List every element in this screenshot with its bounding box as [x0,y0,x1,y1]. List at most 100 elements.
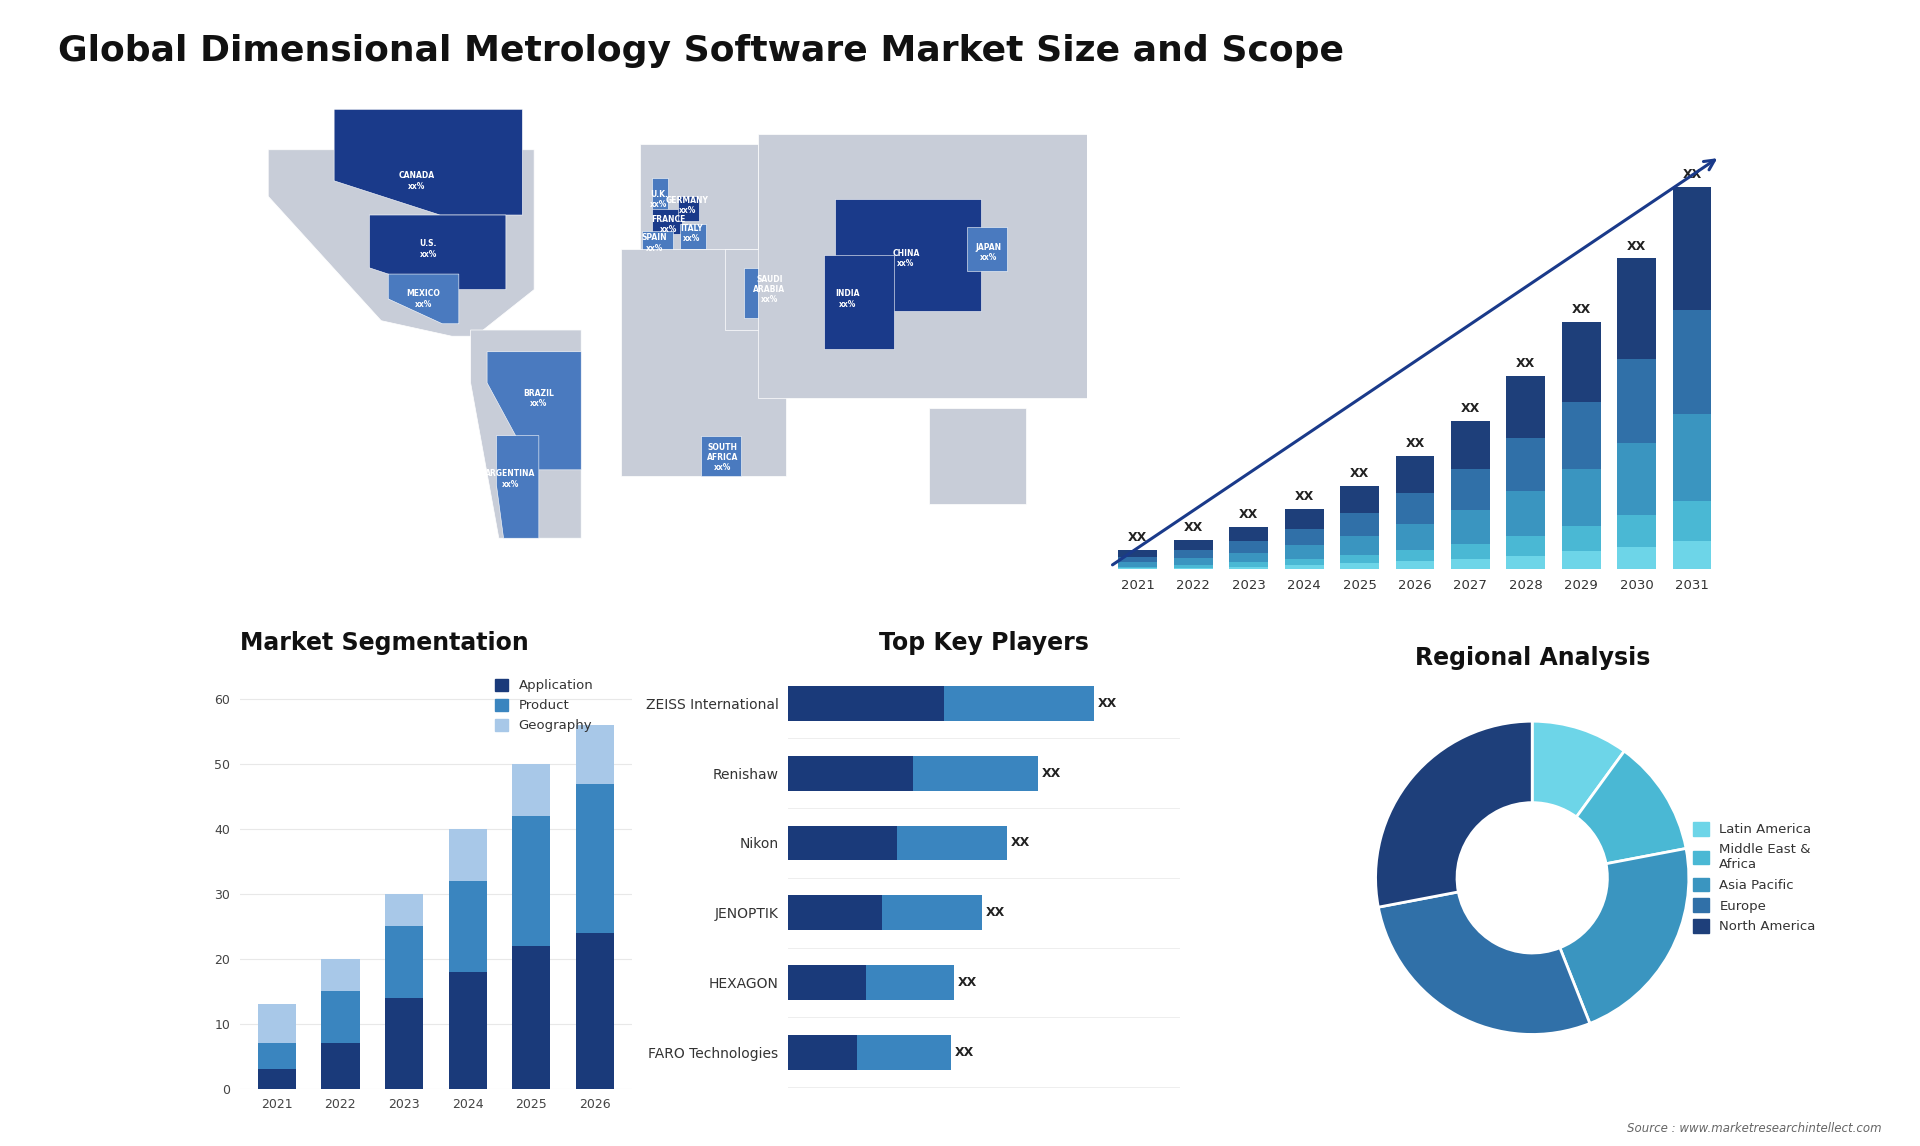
Bar [1617,444,1655,515]
Bar [856,1035,950,1069]
Text: SAUDI
ARABIA
xx%: SAUDI ARABIA xx% [753,275,785,305]
Polygon shape [651,178,668,212]
Bar [1229,563,1267,566]
Text: ITALY
xx%: ITALY xx% [680,223,703,243]
Polygon shape [743,268,795,317]
Bar [789,686,945,721]
Bar [1340,513,1379,535]
Text: FRANCE
xx%: FRANCE xx% [651,214,685,234]
Text: U.S.
xx%: U.S. xx% [420,240,438,259]
Legend: Application, Product, Geography: Application, Product, Geography [490,674,599,738]
Bar [1173,540,1213,550]
Bar [1119,550,1158,557]
Bar [576,725,614,784]
Bar [1672,541,1711,570]
Text: Global Dimensional Metrology Software Market Size and Scope: Global Dimensional Metrology Software Ma… [58,34,1344,69]
Legend: Latin America, Middle East &
Africa, Asia Pacific, Europe, North America: Latin America, Middle East & Africa, Asi… [1688,817,1820,939]
Polygon shape [470,330,582,539]
Bar [1452,510,1490,544]
Bar [1284,545,1323,559]
Polygon shape [824,256,895,348]
Bar [914,756,1039,791]
Polygon shape [269,150,534,336]
Bar [881,895,981,931]
Text: Market Segmentation: Market Segmentation [240,631,528,656]
Bar [1119,563,1158,566]
Bar [513,764,551,816]
Polygon shape [929,408,1025,504]
Title: Regional Analysis: Regional Analysis [1415,646,1649,670]
Bar [1173,558,1213,565]
Bar [1229,541,1267,552]
Bar [384,894,422,926]
Bar [1119,557,1158,563]
Text: INDIA
xx%: INDIA xx% [835,289,860,308]
Text: U.K.
xx%: U.K. xx% [651,190,668,210]
Text: XX: XX [1043,767,1062,779]
Bar [1284,509,1323,529]
Bar [321,991,359,1043]
Polygon shape [369,215,505,290]
Bar [449,830,486,881]
Bar [1284,529,1323,545]
Bar [384,998,422,1089]
Bar [1229,552,1267,563]
Title: Top Key Players: Top Key Players [879,631,1089,656]
Text: CHINA
xx%: CHINA xx% [893,249,920,268]
Wedge shape [1379,892,1590,1035]
Bar [789,1035,856,1069]
Bar [257,1069,296,1089]
Polygon shape [639,143,758,259]
Bar [1340,535,1379,555]
Bar [1507,376,1546,439]
Bar [897,825,1006,861]
Bar [1617,515,1655,547]
Bar [1507,439,1546,492]
Bar [789,895,881,931]
Polygon shape [724,249,804,330]
Bar [1396,562,1434,570]
Text: SOUTH
AFRICA
xx%: SOUTH AFRICA xx% [707,442,737,472]
Text: XX: XX [1461,402,1480,415]
Polygon shape [968,227,1008,270]
Bar [1561,402,1601,470]
Bar [576,933,614,1089]
Bar [1561,551,1601,570]
Polygon shape [651,209,682,234]
Bar [1507,492,1546,535]
Text: XX: XX [1350,468,1369,480]
Text: ARGENTINA
xx%: ARGENTINA xx% [486,470,536,489]
Bar [1452,544,1490,559]
Bar [1507,556,1546,570]
Bar [1452,559,1490,570]
Wedge shape [1576,751,1686,864]
Bar [257,1004,296,1043]
Bar [1507,535,1546,556]
Bar [1119,566,1158,568]
Wedge shape [1532,721,1624,817]
Bar [1561,526,1601,551]
Text: XX: XX [1682,168,1701,181]
Polygon shape [388,274,459,324]
Text: JAPAN
xx%: JAPAN xx% [975,243,1002,262]
Text: XX: XX [985,906,1004,919]
Bar [384,926,422,998]
Bar [1672,187,1711,311]
Bar [1672,502,1711,541]
Bar [945,686,1094,721]
Polygon shape [680,225,707,249]
Polygon shape [758,134,1087,399]
Text: XX: XX [1183,521,1204,534]
Bar [321,1043,359,1089]
Bar [513,945,551,1089]
Bar [1284,559,1323,565]
Bar [257,1043,296,1069]
Text: BRAZIL
xx%: BRAZIL xx% [524,388,555,408]
Bar [1452,421,1490,470]
Polygon shape [701,435,741,476]
Bar [449,881,486,972]
Bar [576,784,614,933]
Wedge shape [1375,721,1532,908]
Bar [1617,258,1655,359]
Polygon shape [678,196,699,221]
